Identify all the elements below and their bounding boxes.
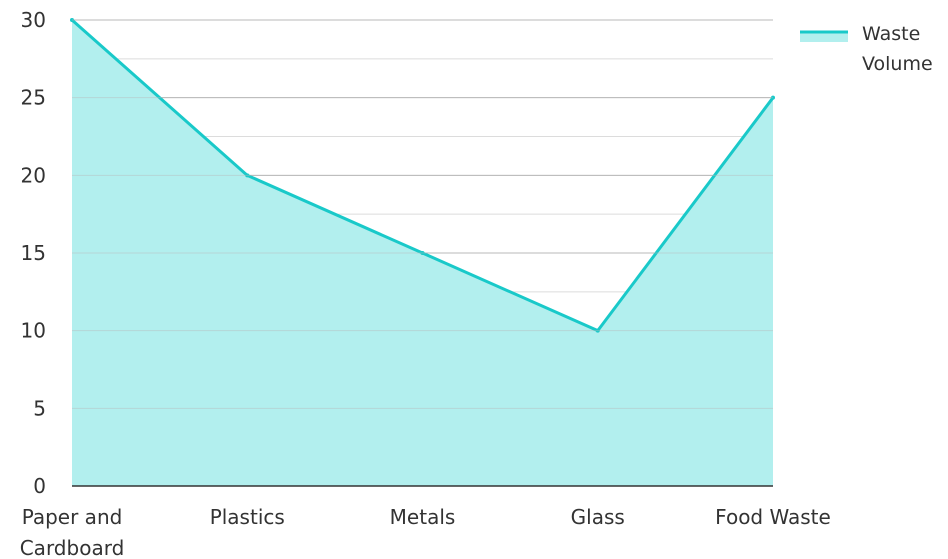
- legend-swatch-fill: [800, 32, 848, 42]
- y-tick-label: 10: [21, 319, 46, 343]
- legend-label: Waste Volume: [862, 23, 933, 75]
- data-point: [595, 328, 600, 333]
- data-point: [245, 173, 250, 178]
- data-point: [771, 95, 775, 100]
- legend: Waste Volume: [800, 23, 933, 75]
- x-tick-label: Food Waste: [715, 505, 831, 529]
- y-tick-label: 5: [33, 396, 46, 420]
- x-tick-label: Plastics: [210, 505, 285, 529]
- x-axis-tick-labels: Paper and Cardboard Plastics Metals Glass Foo…: [20, 505, 831, 559]
- data-point: [70, 18, 74, 22]
- x-tick-label: Paper and Cardboard: [20, 505, 125, 559]
- y-tick-label: 25: [21, 86, 46, 110]
- y-tick-label: 30: [21, 8, 46, 32]
- data-point: [420, 251, 425, 255]
- x-tick-label: Metals: [390, 505, 456, 529]
- y-axis-tick-labels: 0 5 10 15 20 25 30: [21, 8, 46, 498]
- y-tick-label: 0: [33, 474, 46, 498]
- series-line-layer: [70, 18, 775, 409]
- y-tick-label: 15: [21, 241, 46, 265]
- y-tick-label: 20: [21, 163, 46, 187]
- x-tick-label: Glass: [571, 505, 625, 529]
